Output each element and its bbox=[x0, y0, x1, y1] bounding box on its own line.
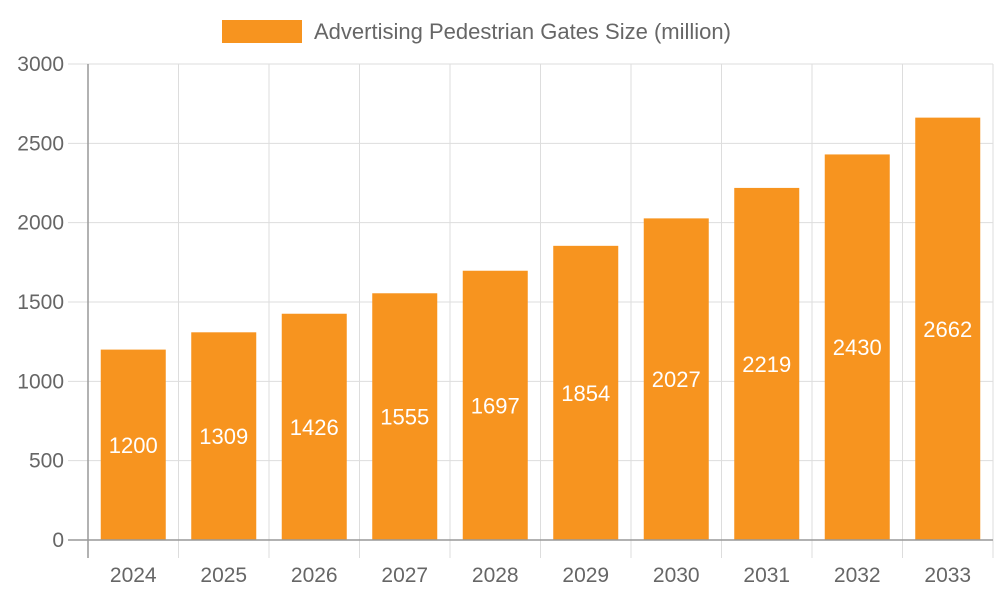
axes: 0 500 1000 1500 2000 2500 3000 2024 2025 2026 2027… bbox=[17, 53, 993, 587]
bar bbox=[281, 313, 347, 540]
legend[interactable]: Advertising Pedestrian Gates Size (milli… bbox=[222, 19, 731, 44]
legend-label: Advertising Pedestrian Gates Size (milli… bbox=[314, 19, 731, 44]
bar bbox=[553, 245, 619, 540]
data-label: 2027 bbox=[652, 367, 701, 392]
x-tick-label: 2033 bbox=[924, 564, 971, 587]
data-label: 1200 bbox=[109, 433, 158, 458]
x-tick-label: 2026 bbox=[291, 564, 338, 587]
x-tick-label: 2030 bbox=[653, 564, 700, 587]
data-label: 1854 bbox=[561, 381, 610, 406]
x-tick-label: 2029 bbox=[562, 564, 609, 587]
bar bbox=[915, 117, 981, 540]
data-label: 2219 bbox=[742, 352, 791, 377]
bar bbox=[372, 293, 438, 540]
bars: 1200 1309 1426 1555 1697 1854 2027 2219 2430 2662 bbox=[100, 117, 981, 540]
data-label: 1697 bbox=[471, 393, 520, 418]
y-tick-label: 500 bbox=[29, 450, 64, 473]
bar bbox=[734, 187, 800, 540]
x-tick-label: 2027 bbox=[381, 564, 428, 587]
y-tick-label: 1000 bbox=[17, 370, 64, 393]
legend-swatch bbox=[222, 20, 302, 43]
bar bbox=[191, 332, 257, 540]
grid bbox=[68, 63, 994, 558]
y-tick-label: 0 bbox=[52, 529, 64, 552]
x-tick-label: 2028 bbox=[472, 564, 519, 587]
data-label: 1555 bbox=[380, 405, 429, 430]
data-label: 1426 bbox=[290, 415, 339, 440]
bar bbox=[462, 270, 528, 540]
y-tick-label: 3000 bbox=[17, 53, 64, 76]
y-tick-label: 1500 bbox=[17, 291, 64, 314]
bar bbox=[100, 349, 166, 540]
y-tick-label: 2000 bbox=[17, 212, 64, 235]
data-label: 2662 bbox=[923, 317, 972, 342]
bar bbox=[643, 218, 709, 540]
data-label: 2430 bbox=[833, 335, 882, 360]
data-label: 1309 bbox=[199, 424, 248, 449]
bar bbox=[824, 154, 890, 540]
x-tick-label: 2031 bbox=[743, 564, 790, 587]
x-tick-label: 2032 bbox=[834, 564, 881, 587]
x-tick-label: 2024 bbox=[110, 564, 157, 587]
x-tick-label: 2025 bbox=[200, 564, 247, 587]
y-tick-label: 2500 bbox=[17, 132, 64, 155]
